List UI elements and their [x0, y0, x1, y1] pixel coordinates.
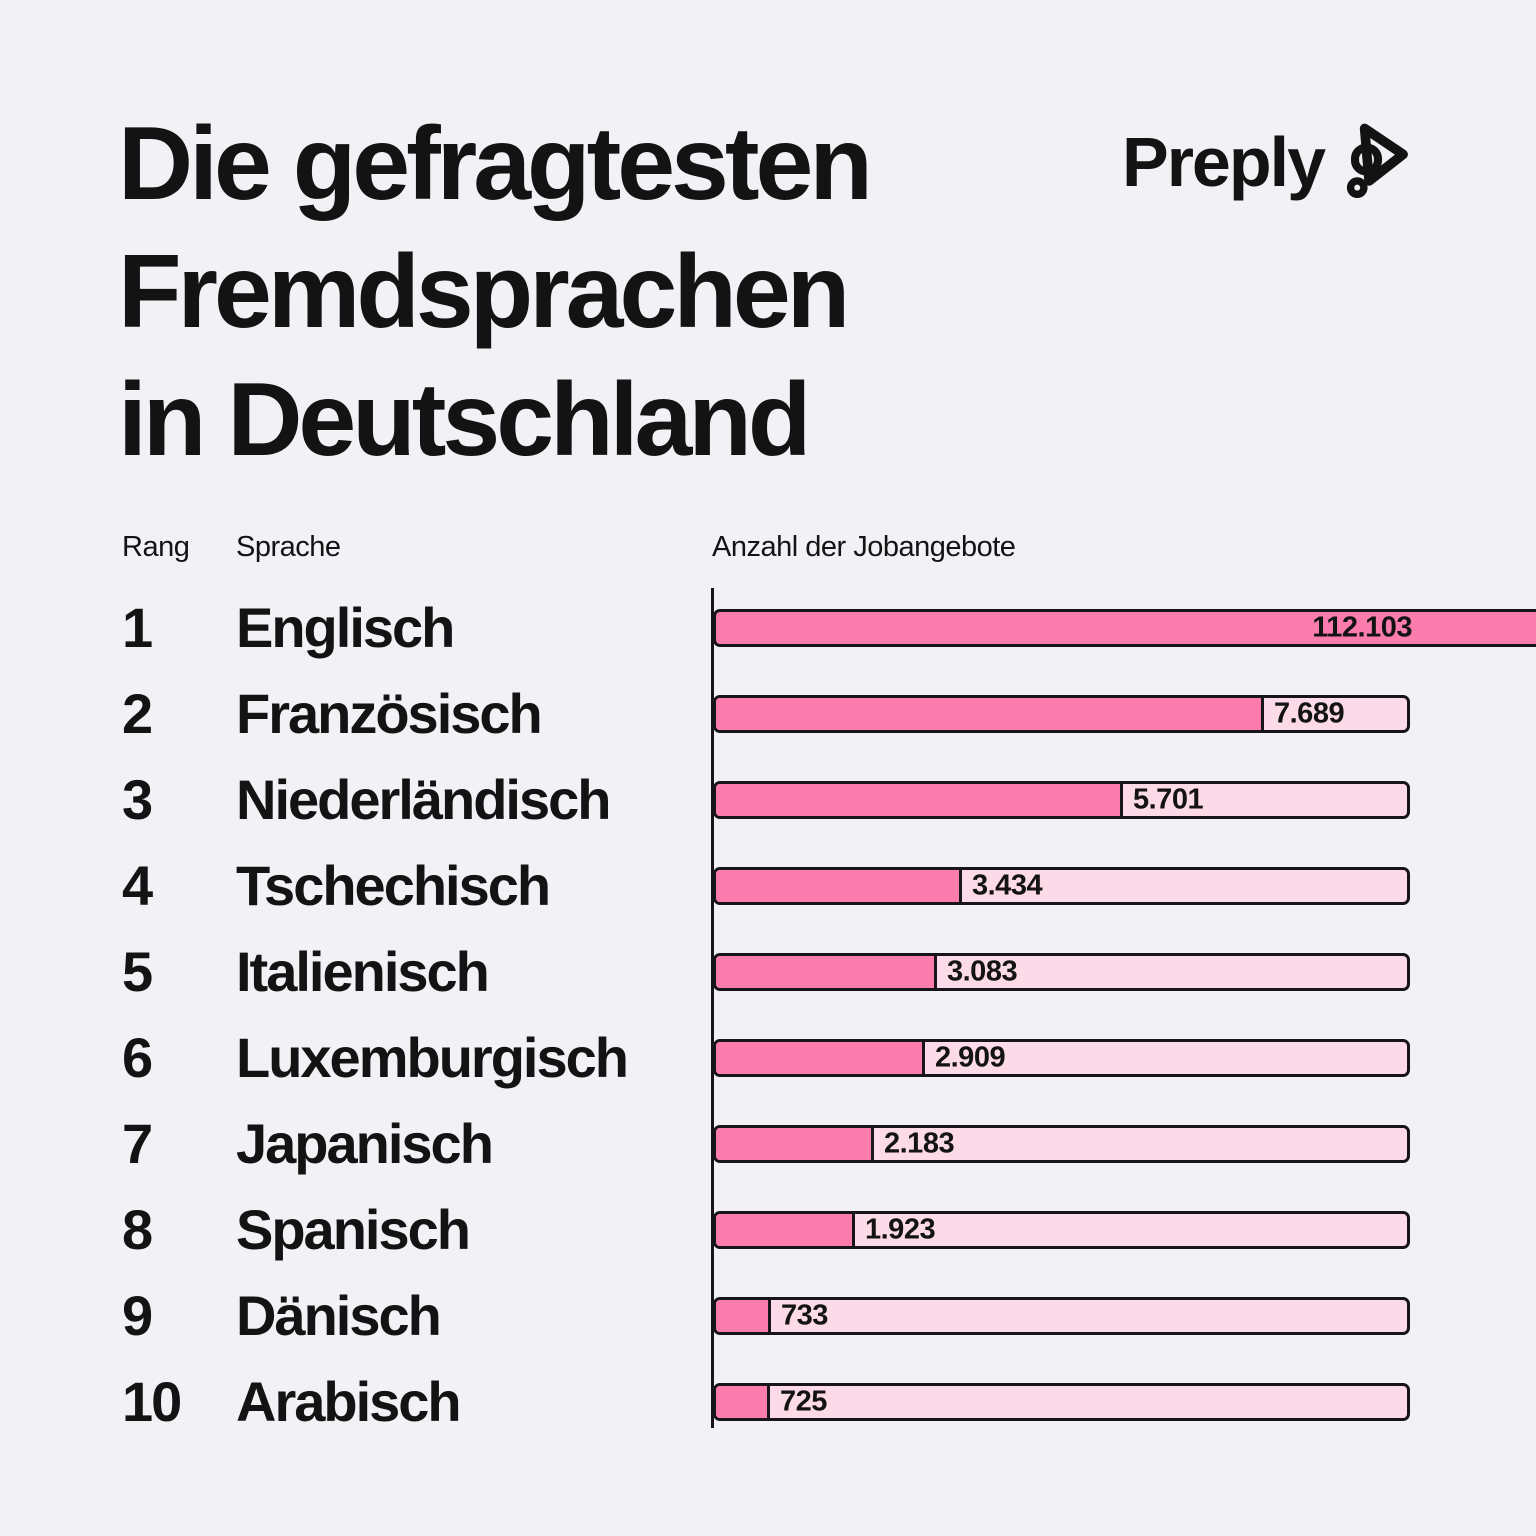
language-label: Spanisch — [236, 1198, 471, 1261]
chart-row: 8 Spanisch 1.923 — [0, 1202, 1536, 1258]
language-label: Niederländisch — [236, 768, 611, 831]
chart-row: 3 Niederländisch 5.701 — [0, 772, 1536, 828]
value-label: 5.701 — [1133, 783, 1204, 816]
language-label: Tschechisch — [236, 854, 551, 917]
preply-wordmark: Preply — [1122, 123, 1326, 201]
language-label: Englisch — [236, 596, 455, 659]
bar-track: 1.923 — [713, 1211, 1410, 1249]
bar-fill — [716, 1386, 770, 1418]
bar-track: 3.083 — [713, 953, 1410, 991]
chart-row: 6 Luxemburgisch 2.909 — [0, 1030, 1536, 1086]
language-column-header: Sprache — [236, 531, 341, 563]
bar-track: 725 — [713, 1383, 1410, 1421]
value-label: 733 — [781, 1299, 828, 1332]
page-title-line-1: Die gefragtesten — [118, 106, 873, 222]
bar-fill — [716, 1128, 874, 1160]
language-label: Dänisch — [236, 1284, 442, 1347]
chart-axis-line — [711, 588, 714, 1428]
values-column-header: Anzahl der Jobangebote — [712, 531, 1016, 563]
rank-label: 2 — [122, 682, 153, 745]
value-label: 3.083 — [947, 955, 1018, 988]
rank-label: 7 — [122, 1112, 153, 1175]
rank-label: 10 — [122, 1370, 182, 1433]
language-label: Japanisch — [236, 1112, 494, 1175]
value-label: 7.689 — [1274, 697, 1345, 730]
preply-logo: Preply — [1122, 120, 1412, 202]
bar-fill — [716, 956, 937, 988]
rank-label: 6 — [122, 1026, 153, 1089]
rank-label: 1 — [122, 596, 153, 659]
value-label: 3.434 — [972, 869, 1043, 902]
value-label: 2.183 — [884, 1127, 955, 1160]
bar-track: 3.434 — [713, 867, 1410, 905]
chart-row: 10 Arabisch 725 — [0, 1374, 1536, 1430]
bar-fill — [716, 870, 962, 902]
chart-row: 5 Italienisch 3.083 — [0, 944, 1536, 1000]
rank-label: 5 — [122, 940, 153, 1003]
language-label: Italienisch — [236, 940, 490, 1003]
preply-play-mark-icon — [1338, 120, 1412, 202]
rank-label: 9 — [122, 1284, 153, 1347]
bar-track: 112.103 — [713, 609, 1536, 647]
bar-track: 5.701 — [713, 781, 1410, 819]
value-label: 112.103 — [1312, 611, 1412, 644]
bar-track: 2.909 — [713, 1039, 1410, 1077]
chart-row: 7 Japanisch 2.183 — [0, 1116, 1536, 1172]
rank-label: 3 — [122, 768, 153, 831]
language-label: Arabisch — [236, 1370, 462, 1433]
page-title: Die gefragtesten Fremdsprachen in Deutsc… — [118, 100, 873, 484]
bar-track: 7.689 — [713, 695, 1410, 733]
bar-track: 2.183 — [713, 1125, 1410, 1163]
value-label: 725 — [780, 1385, 827, 1418]
chart-row: 4 Tschechisch 3.434 — [0, 858, 1536, 914]
bar-fill — [716, 1300, 771, 1332]
value-label: 1.923 — [865, 1213, 936, 1246]
bar-fill — [716, 698, 1264, 730]
language-label: Französisch — [236, 682, 543, 745]
page-title-line-2: Fremdsprachen — [118, 234, 850, 350]
language-label: Luxemburgisch — [236, 1026, 629, 1089]
bar-fill — [716, 1042, 925, 1074]
bar-fill — [716, 784, 1123, 816]
rank-label: 4 — [122, 854, 153, 917]
chart-row: 2 Französisch 7.689 — [0, 686, 1536, 742]
page-title-line-3: in Deutschland — [118, 362, 811, 478]
rank-label: 8 — [122, 1198, 153, 1261]
rank-column-header: Rang — [122, 531, 190, 563]
value-label: 2.909 — [935, 1041, 1006, 1074]
bar-fill — [716, 1214, 855, 1246]
bar-track: 733 — [713, 1297, 1410, 1335]
chart-row: 9 Dänisch 733 — [0, 1288, 1536, 1344]
chart-row: 1 Englisch 112.103 — [0, 600, 1536, 656]
